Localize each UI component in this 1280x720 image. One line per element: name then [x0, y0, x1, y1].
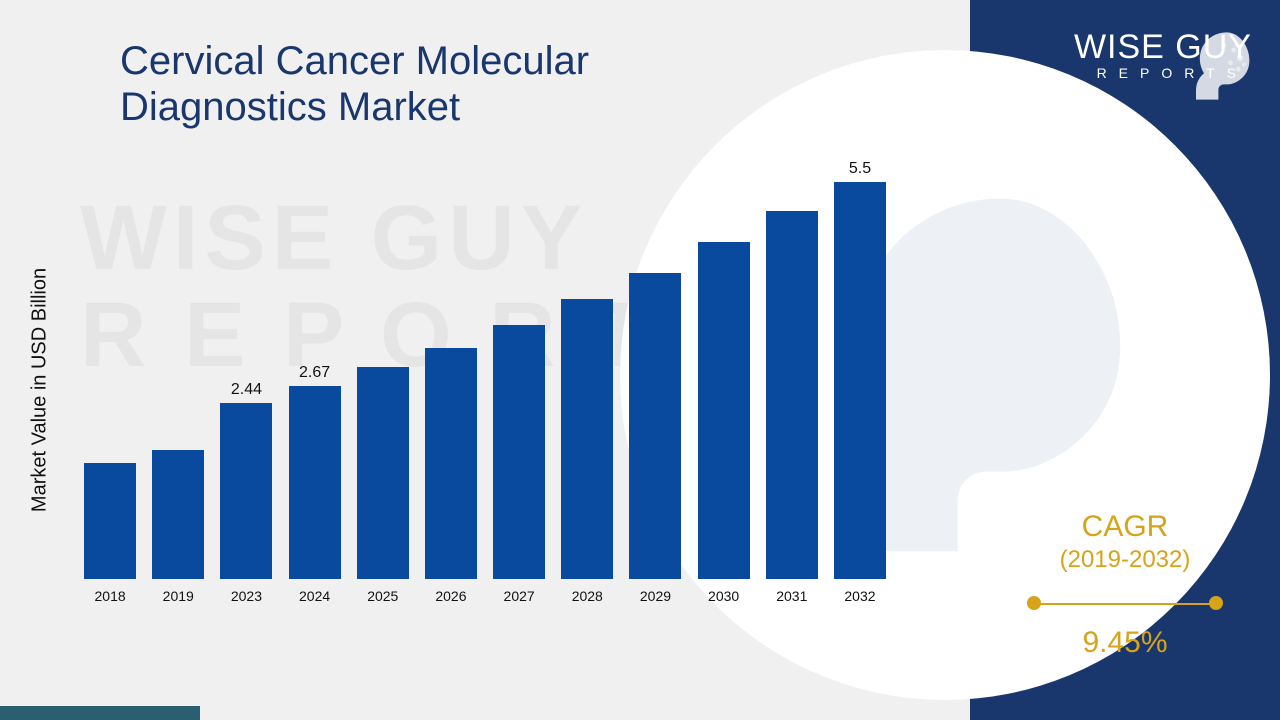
- x-tick-label: 2025: [357, 580, 409, 620]
- bars-container: 2.44 2.67 5.5: [80, 160, 890, 579]
- bar-slot: [629, 160, 681, 579]
- bar: [357, 367, 409, 579]
- bar: [766, 211, 818, 579]
- bar-slot: [698, 160, 750, 579]
- bar: [493, 325, 545, 579]
- cagr-divider: [1010, 588, 1240, 618]
- x-tick-label: 2032: [834, 580, 886, 620]
- report-canvas: WISE GUY R E P O R T S Cervical Cancer M…: [0, 0, 1280, 720]
- bar: [84, 463, 136, 579]
- bar: [698, 242, 750, 579]
- bar: [561, 299, 613, 579]
- x-tick-label: 2018: [84, 580, 136, 620]
- cagr-dot-right: [1209, 596, 1223, 610]
- bar-slot: [561, 160, 613, 579]
- y-axis-label: Market Value in USD Billion: [29, 268, 52, 512]
- x-tick-label: 2026: [425, 580, 477, 620]
- x-tick-label: 2029: [629, 580, 681, 620]
- x-axis-labels: 2018 2019 2023 2024 2025 2026 2027 2028 2029 2030…: [80, 580, 890, 620]
- bar-slot: [766, 160, 818, 579]
- cagr-value: 9.45%: [1010, 626, 1240, 660]
- cagr-block: CAGR (2019-2032) 9.45%: [1010, 510, 1240, 660]
- bar-slot: [152, 160, 204, 579]
- plot-area: 2.44 2.67 5.5: [80, 160, 890, 580]
- bar: [220, 403, 272, 579]
- bar: [152, 450, 204, 579]
- bar-slot: 2.67: [289, 160, 341, 579]
- bar-value-label: 2.44: [231, 381, 262, 399]
- bar-value-label: 5.5: [849, 160, 871, 178]
- x-tick-label: 2031: [766, 580, 818, 620]
- bar: [834, 182, 886, 579]
- bar-slot: 5.5: [834, 160, 886, 579]
- x-tick-label: 2028: [561, 580, 613, 620]
- bar: [425, 348, 477, 579]
- bar-chart: Market Value in USD Billion 2.442.675.5 …: [70, 160, 890, 620]
- x-tick-label: 2019: [152, 580, 204, 620]
- bar: [629, 273, 681, 579]
- x-tick-label: 2027: [493, 580, 545, 620]
- brand-head-icon: [1176, 26, 1256, 106]
- x-tick-label: 2023: [220, 580, 272, 620]
- x-tick-label: 2024: [289, 580, 341, 620]
- cagr-range: (2019-2032): [1010, 546, 1240, 574]
- x-tick-label: 2030: [698, 580, 750, 620]
- brand-logo: WISE GUY REPORTS: [1074, 28, 1252, 81]
- chart-title: Cervical Cancer Molecular Diagnostics Ma…: [120, 38, 740, 130]
- bar-value-label: 2.67: [299, 364, 330, 382]
- cagr-title: CAGR: [1010, 510, 1240, 544]
- bar-slot: [357, 160, 409, 579]
- bar: [289, 386, 341, 579]
- bar-slot: [425, 160, 477, 579]
- cagr-dot-left: [1027, 596, 1041, 610]
- bar-slot: [493, 160, 545, 579]
- bottom-accent-bar: [0, 706, 200, 720]
- bar-slot: 2.44: [220, 160, 272, 579]
- bar-slot: [84, 160, 136, 579]
